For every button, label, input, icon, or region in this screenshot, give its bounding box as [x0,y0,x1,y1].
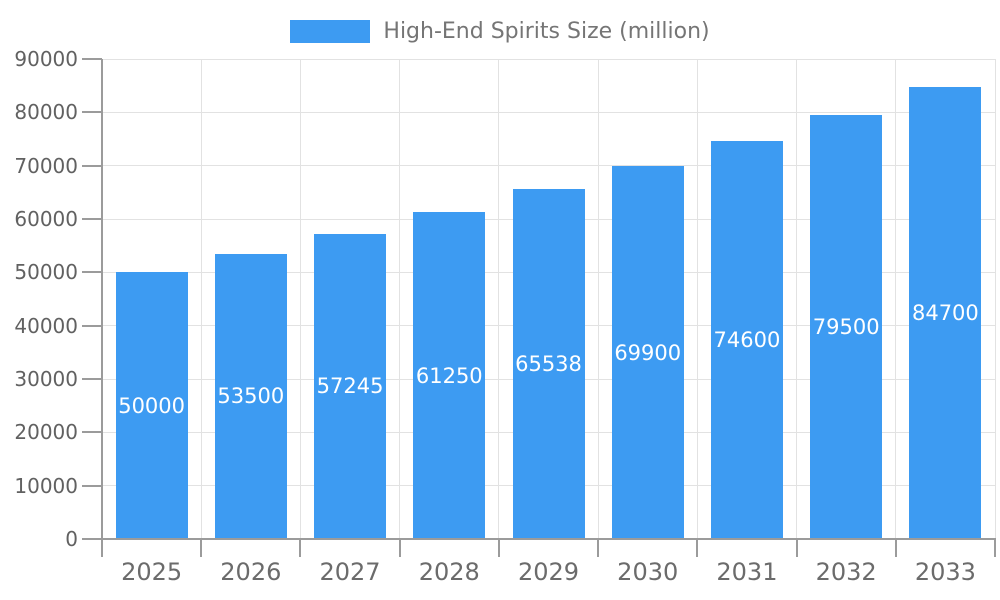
y-axis-label: 30000 [14,367,78,391]
y-axis-tick [82,218,102,220]
x-axis-label: 2029 [517,558,580,586]
x-axis-tick [994,539,996,557]
x-axis-label: 2025 [121,558,183,586]
y-axis-label: 50000 [14,260,78,285]
bar-value-label: 61250 [415,363,483,388]
x-axis-tick [299,539,302,557]
x-axis-label: 2033 [914,558,976,586]
bar-2031: 74600 [710,141,783,539]
x-axis-label: 2027 [319,558,381,586]
x-axis-tick [497,539,500,557]
bar-2026: 53500 [214,253,287,539]
gridline-horizontal [102,111,995,113]
gridline-vertical [994,59,996,539]
y-axis-tick [82,324,102,327]
y-axis-tick [82,484,102,487]
bar-2027: 57245 [314,233,387,539]
bar-2030: 69900 [611,166,684,539]
bar-2029: 65538 [512,189,585,539]
bar-2028: 61250 [413,212,486,539]
y-axis-label: 0 [65,527,78,551]
x-axis-label: 2030 [617,558,679,586]
y-axis-tick [82,271,102,274]
x-axis-label: 2026 [220,558,282,586]
y-axis-tick [82,538,102,540]
bar-value-label: 79500 [812,315,880,339]
legend-swatch [290,20,371,43]
gridline-vertical [299,59,301,539]
y-axis-label: 40000 [14,313,78,338]
bar-value-label: 84700 [911,301,979,326]
bar-2025: 50000 [115,272,188,539]
legend-label: High-End Spirits Size (million) [383,19,710,44]
gridline-vertical [200,59,202,539]
x-axis-tick [696,539,699,557]
y-axis-label: 20000 [14,420,78,445]
bar-value-label: 65538 [515,352,582,377]
bar-value-label: 50000 [118,393,186,418]
y-axis-label: 60000 [14,207,78,231]
x-axis-label: 2031 [716,558,778,586]
gridline-vertical [796,59,798,539]
y-axis-tick [82,58,102,60]
gridline-horizontal [102,165,995,167]
bar-value-label: 74600 [713,328,781,353]
x-axis-label: 2032 [815,558,877,586]
gridline-vertical [498,59,500,539]
x-axis-tick [200,539,203,557]
gridline-horizontal [102,58,995,60]
x-axis-tick [795,539,798,557]
bar-value-label: 69900 [614,340,682,365]
y-axis-label: 70000 [14,153,78,178]
y-axis-tick [82,378,102,380]
x-axis-tick [398,539,401,557]
x-axis-tick [101,539,103,557]
bar-value-label: 57245 [316,374,384,399]
gridline-vertical [399,59,401,539]
gridline-vertical [696,59,698,539]
bar-value-label: 53500 [217,384,285,409]
legend-item[interactable]: High-End Spirits Size (million) [0,20,1000,43]
x-axis-label: 2028 [418,558,480,586]
bar-2033: 84700 [909,87,982,539]
y-axis-label: 90000 [14,47,78,71]
x-axis-line [101,538,996,540]
y-axis-tick [82,111,102,114]
y-axis-line [101,59,103,557]
y-axis-tick [82,164,102,167]
y-axis-tick [82,431,102,434]
x-axis-tick [894,539,897,557]
gridline-vertical [895,59,897,539]
y-axis-label: 10000 [14,473,78,498]
bar-2032: 79500 [810,115,883,539]
gridline-vertical [597,59,599,539]
y-axis-label: 80000 [14,100,78,125]
x-axis-tick [597,539,600,557]
